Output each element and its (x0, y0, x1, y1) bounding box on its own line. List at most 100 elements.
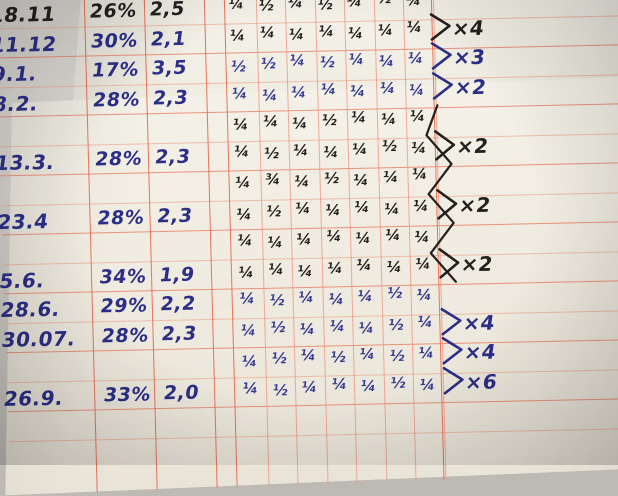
grid-fraction: ¼ (415, 312, 435, 331)
grid-fraction: ½ (374, 0, 393, 7)
grid-fraction: ¼ (286, 0, 305, 12)
grid-fraction: ¼ (316, 21, 336, 41)
grid-fraction: ¼ (377, 78, 397, 97)
row-value: 2,1 (149, 27, 188, 51)
grid-fraction: ½ (267, 291, 287, 310)
row-value: 3,5 (150, 56, 189, 80)
grid-fraction: ½ (328, 347, 348, 367)
grid-fraction: ¼ (357, 318, 376, 337)
row-date: 9.1. (0, 61, 39, 87)
grid-fraction: ¼ (404, 0, 423, 10)
grid-fraction: ½ (317, 53, 337, 72)
angle-bracket (431, 69, 458, 104)
row-value: 2,3 (153, 145, 192, 168)
row-percent: 34% (97, 264, 148, 288)
row-value: 2,3 (155, 204, 194, 227)
grid-fraction: ¼ (265, 232, 284, 252)
row-multiplier: ×4 (461, 310, 497, 335)
grid-fraction: ¼ (257, 22, 277, 42)
grid-fraction: ¼ (238, 289, 257, 308)
row-value: 2,3 (160, 322, 199, 345)
grid-fraction: ¼ (383, 225, 402, 245)
grid-fraction: ¼ (354, 228, 373, 248)
row-percent: 33% (102, 382, 153, 406)
grid-fraction: ¼ (382, 199, 401, 218)
row-multiplier: ×2 (457, 192, 493, 217)
row-multiplier: ×3 (451, 44, 487, 70)
grid-fraction: ¼ (359, 376, 379, 395)
grid-fraction: ½ (229, 57, 249, 76)
row-date: 26.9. (2, 385, 65, 411)
grid-fraction: ½ (256, 0, 276, 15)
row-multiplier: ×2 (453, 74, 489, 99)
grid-fraction: ¼ (406, 49, 426, 68)
grid-fraction: ¼ (266, 259, 286, 279)
grid-fraction: ½ (269, 349, 289, 368)
grid-fraction: ¼ (354, 255, 374, 274)
row-date: 8.2. (0, 90, 40, 116)
grid-fraction: ¼ (415, 285, 434, 305)
grid-fraction: ¼ (230, 83, 249, 103)
grid-fraction: ¼ (290, 113, 310, 133)
grid-fraction: ¼ (298, 346, 318, 365)
grid-fraction: ¼ (384, 257, 404, 276)
grid-fraction: ¼ (376, 20, 395, 40)
grid-fraction: ¼ (326, 289, 346, 309)
row-percent: 28% (91, 88, 142, 112)
grid-fraction: ¼ (287, 24, 306, 44)
grid-fraction: ¼ (379, 109, 398, 129)
grid-fraction: ½ (387, 346, 407, 365)
grid-fraction: ¼ (234, 204, 254, 224)
grid-fraction: ½ (270, 380, 290, 399)
row-multiplier: ×2 (459, 251, 495, 276)
row-multiplier: ×6 (463, 369, 499, 394)
row-percent: 26% (88, 0, 139, 23)
grid-fraction: ¼ (319, 79, 338, 99)
grid-fraction: ½ (380, 136, 399, 155)
grid-fraction: ¼ (297, 287, 316, 307)
grid-fraction: ¼ (418, 375, 437, 394)
grid-fraction: ¼ (324, 227, 344, 246)
grid-fraction: ¼ (355, 287, 375, 306)
grid-fraction: ¼ (352, 197, 372, 216)
grid-fraction: ½ (320, 111, 339, 130)
grid-fraction: ½ (388, 373, 408, 392)
row-date: 18.11 (0, 1, 58, 28)
grid-fraction: ¼ (228, 25, 247, 45)
grid-fraction: ¼ (358, 344, 377, 364)
grid-fraction: ½ (386, 315, 406, 334)
grid-fraction: ½ (259, 54, 278, 73)
grid-fraction: ¼ (405, 17, 424, 36)
row-percent: 29% (98, 294, 150, 318)
grid-fraction: ¼ (300, 377, 319, 397)
row-percent: 28% (93, 147, 144, 171)
grid-fraction: ¼ (293, 198, 313, 218)
grid-fraction: ½ (322, 168, 341, 188)
grid-fraction: ¼ (260, 112, 280, 131)
row-multiplier: ×4 (462, 339, 498, 365)
grid-fraction: ¼ (288, 51, 307, 70)
row-date: 28.6. (0, 296, 62, 322)
row-value: 2,0 (162, 381, 201, 404)
row-value: 2,3 (151, 86, 190, 109)
grid-fraction: ¼ (241, 378, 260, 398)
grid-fraction: ¼ (381, 168, 400, 187)
grid-fraction: ½ (385, 283, 404, 303)
grid-fraction: ¼ (234, 173, 253, 192)
grid-fraction: ¼ (232, 142, 252, 161)
grid-fraction: ¼ (235, 231, 255, 250)
grid-fraction: ¼ (298, 319, 317, 338)
row-value: 2,2 (158, 292, 198, 316)
row-value: 1,9 (157, 263, 197, 286)
grid-fraction: ¼ (260, 85, 279, 105)
grid-fraction: ¼ (323, 200, 342, 219)
row-date: 30.07. (0, 325, 78, 352)
row-multiplier: ×2 (455, 133, 491, 158)
grid-fraction: ¼ (294, 230, 314, 249)
grid-fraction: ¼ (237, 262, 256, 282)
grid-fraction: ¼ (348, 81, 368, 100)
grid-fraction: ¼ (291, 140, 311, 160)
paper-main-sheet (0, 75, 618, 496)
row-percent: 17% (90, 58, 141, 82)
